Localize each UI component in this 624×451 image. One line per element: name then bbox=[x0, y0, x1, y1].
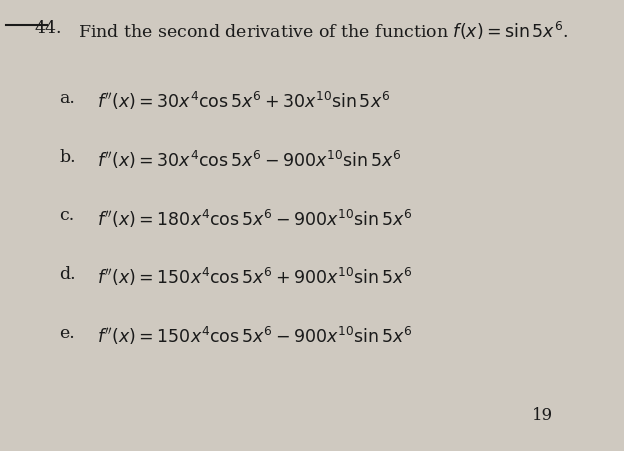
Text: 19: 19 bbox=[532, 407, 553, 424]
Text: b.: b. bbox=[59, 149, 76, 166]
Text: c.: c. bbox=[59, 207, 74, 225]
Text: 44.: 44. bbox=[34, 20, 62, 37]
Text: $f''(x) = 150x^4 \cos 5x^6 - 900x^{10} \sin 5x^6$: $f''(x) = 150x^4 \cos 5x^6 - 900x^{10} \… bbox=[97, 325, 412, 347]
Text: e.: e. bbox=[59, 325, 75, 342]
Text: $f''(x) = 150x^4 \cos 5x^6 + 900x^{10} \sin 5x^6$: $f''(x) = 150x^4 \cos 5x^6 + 900x^{10} \… bbox=[97, 266, 412, 288]
Text: $f''(x) = 30x^4 \cos 5x^6 - 900x^{10} \sin 5x^6$: $f''(x) = 30x^4 \cos 5x^6 - 900x^{10} \s… bbox=[97, 149, 401, 171]
Text: $f''(x) = 30x^4 \cos 5x^6 + 30x^{10} \sin 5x^6$: $f''(x) = 30x^4 \cos 5x^6 + 30x^{10} \si… bbox=[97, 90, 390, 112]
Text: $f''(x) = 180x^4 \cos 5x^6 - 900x^{10} \sin 5x^6$: $f''(x) = 180x^4 \cos 5x^6 - 900x^{10} \… bbox=[97, 207, 412, 230]
Text: d.: d. bbox=[59, 266, 76, 283]
Text: a.: a. bbox=[59, 90, 75, 107]
Text: Find the second derivative of the function $f(x) = \sin 5x^6$.: Find the second derivative of the functi… bbox=[78, 20, 568, 42]
